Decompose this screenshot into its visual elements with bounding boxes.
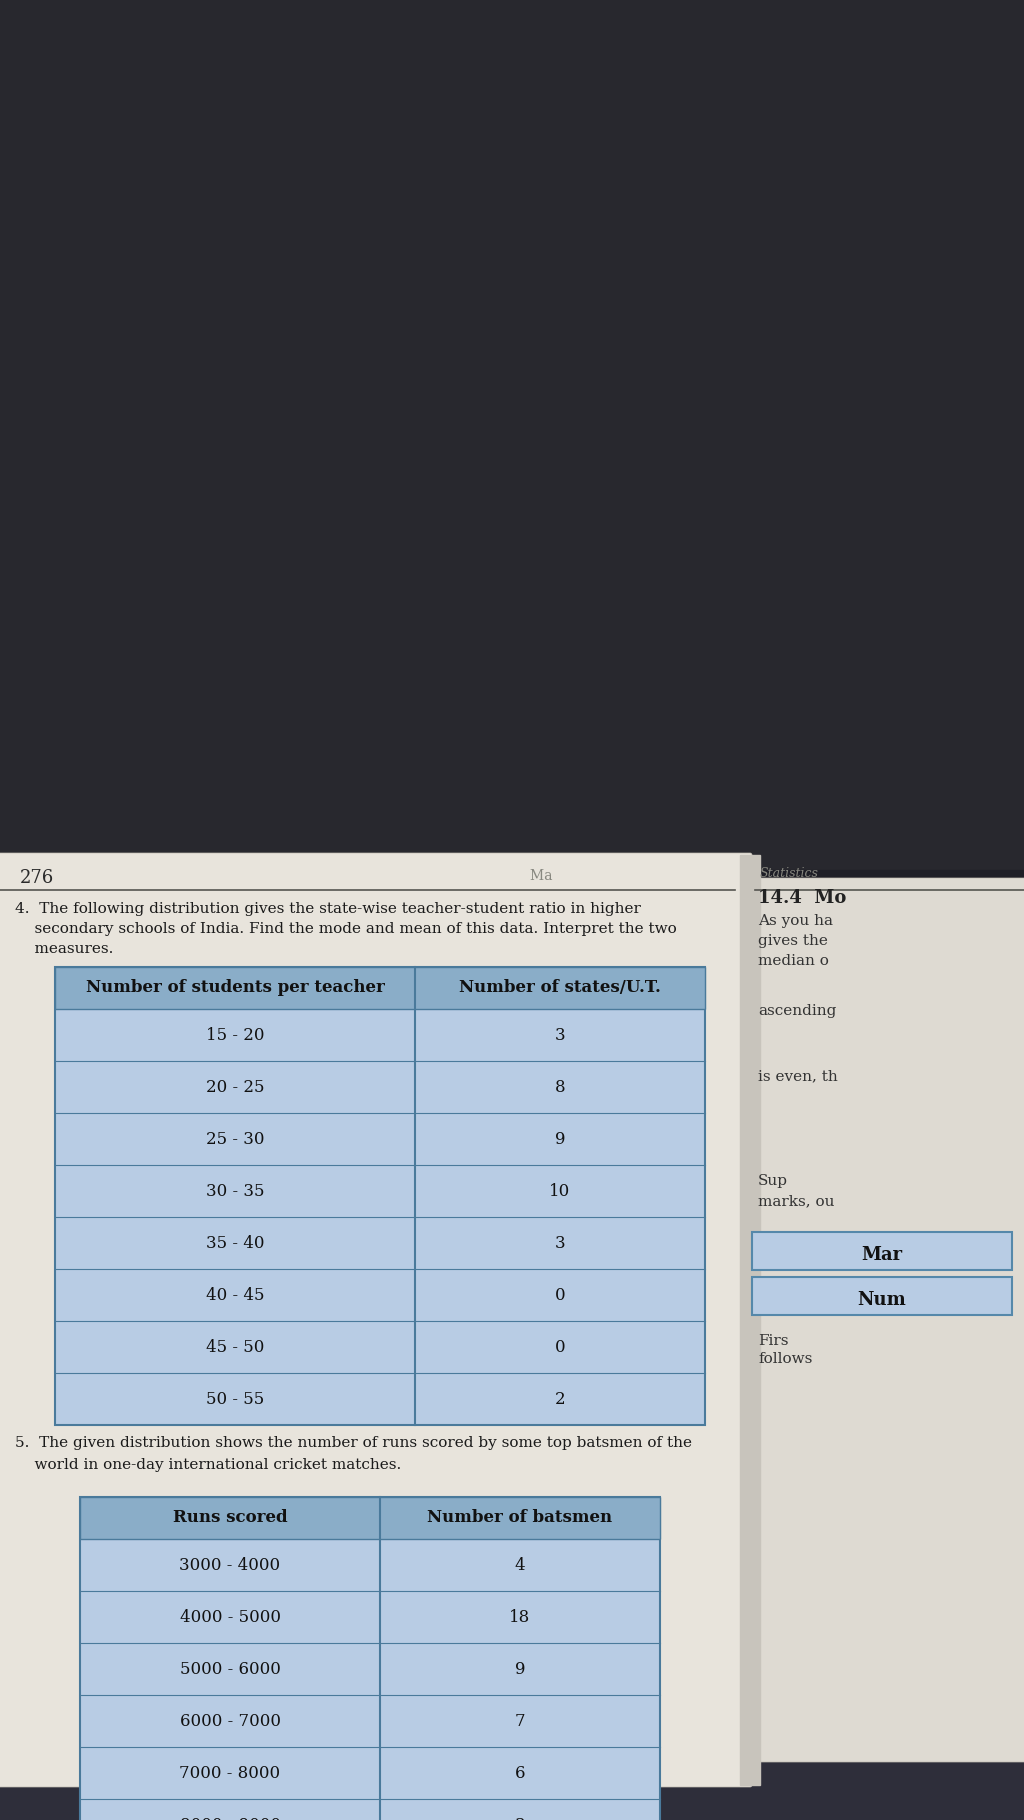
Text: 45 - 50: 45 - 50 — [206, 1338, 264, 1356]
Text: 14.4  Mo: 14.4 Mo — [758, 888, 847, 906]
Text: world in one-day international cricket matches.: world in one-day international cricket m… — [15, 1458, 401, 1472]
Text: 2: 2 — [555, 1390, 565, 1407]
Text: 50 - 55: 50 - 55 — [206, 1390, 264, 1407]
Text: Number of batsmen: Number of batsmen — [427, 1509, 612, 1527]
Text: 7: 7 — [515, 1713, 525, 1729]
Text: As you ha: As you ha — [758, 914, 833, 928]
Text: follows: follows — [758, 1352, 812, 1367]
Bar — [55, 966, 705, 1425]
Text: 25 - 30: 25 - 30 — [206, 1130, 264, 1147]
Text: 8: 8 — [555, 1079, 565, 1096]
Text: gives the: gives the — [758, 934, 827, 948]
Text: Runs scored: Runs scored — [173, 1509, 288, 1527]
Text: 4.  The following distribution gives the state-wise teacher-student ratio in hig: 4. The following distribution gives the … — [15, 903, 641, 915]
Text: 35 - 40: 35 - 40 — [206, 1234, 264, 1252]
Text: median o: median o — [758, 954, 828, 968]
Text: 3000 - 4000: 3000 - 4000 — [179, 1556, 281, 1574]
Text: 40 - 45: 40 - 45 — [206, 1287, 264, 1303]
Bar — [740, 855, 760, 1785]
Text: 10: 10 — [549, 1183, 570, 1199]
Text: 15 - 20: 15 - 20 — [206, 1026, 264, 1043]
Text: 0: 0 — [555, 1287, 565, 1303]
Text: Ma: Ma — [530, 868, 594, 883]
Text: 6000 - 7000: 6000 - 7000 — [179, 1713, 281, 1729]
Text: 6: 6 — [515, 1765, 525, 1782]
Bar — [0, 870, 1024, 1219]
Text: is even, th: is even, th — [758, 1068, 838, 1083]
Bar — [752, 1232, 1012, 1270]
Bar — [80, 1498, 660, 1540]
FancyBboxPatch shape — [748, 877, 1024, 1762]
Text: 4: 4 — [515, 1556, 525, 1574]
Text: 20 - 25: 20 - 25 — [206, 1079, 264, 1096]
Text: 3: 3 — [555, 1026, 565, 1043]
Text: 9: 9 — [515, 1660, 525, 1678]
Text: Statistics: Statistics — [760, 866, 819, 881]
Text: Firs: Firs — [758, 1334, 788, 1349]
Bar — [0, 0, 1024, 919]
Text: 5.  The given distribution shows the number of runs scored by some top batsmen o: 5. The given distribution shows the numb… — [15, 1436, 692, 1451]
Text: 5000 - 6000: 5000 - 6000 — [179, 1660, 281, 1678]
Text: marks, ou: marks, ou — [758, 1194, 835, 1208]
Bar — [55, 966, 705, 1008]
Text: Number of students per teacher: Number of students per teacher — [86, 979, 384, 997]
Bar — [752, 1278, 1012, 1316]
Text: measures.: measures. — [15, 943, 114, 956]
Text: 9: 9 — [555, 1130, 565, 1147]
Text: Mar: Mar — [861, 1247, 902, 1265]
FancyBboxPatch shape — [0, 854, 752, 1787]
Text: 30 - 35: 30 - 35 — [206, 1183, 264, 1199]
Text: 3: 3 — [555, 1234, 565, 1252]
Text: Num: Num — [858, 1290, 906, 1309]
Text: 276: 276 — [20, 868, 54, 886]
Text: 18: 18 — [509, 1609, 530, 1625]
Text: Number of states/U.T.: Number of states/U.T. — [459, 979, 660, 997]
Text: Sup: Sup — [758, 1174, 788, 1188]
Text: secondary schools of India. Find the mode and mean of this data. Interpret the t: secondary schools of India. Find the mod… — [15, 923, 677, 935]
Bar — [80, 1498, 660, 1820]
Text: 7000 - 8000: 7000 - 8000 — [179, 1765, 281, 1782]
Text: 8000 - 9000: 8000 - 9000 — [179, 1816, 281, 1820]
Text: ascending: ascending — [758, 1005, 837, 1017]
Text: 4000 - 5000: 4000 - 5000 — [179, 1609, 281, 1625]
Text: 0: 0 — [555, 1338, 565, 1356]
Text: 3: 3 — [515, 1816, 525, 1820]
